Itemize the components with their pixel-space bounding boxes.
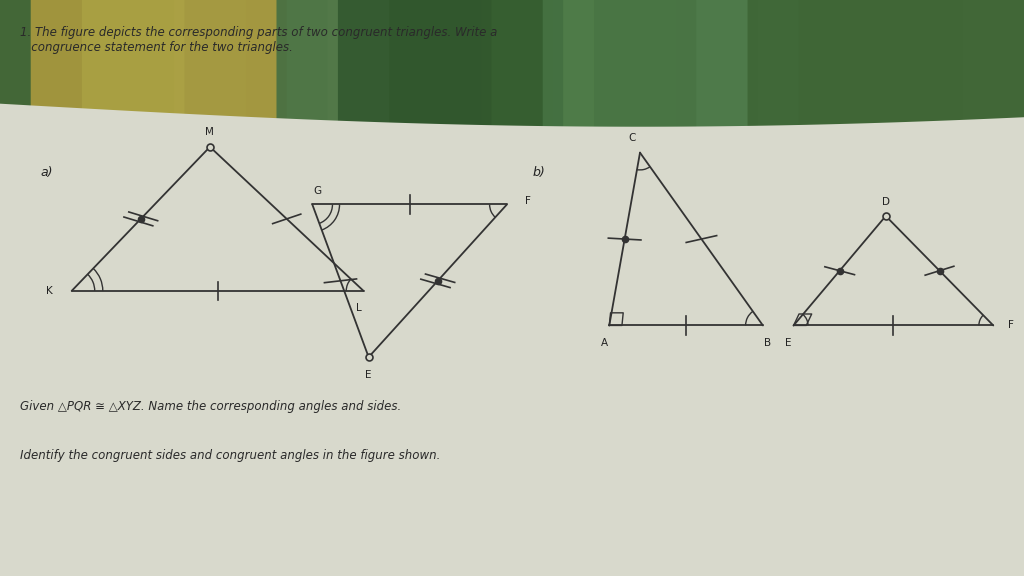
- FancyBboxPatch shape: [82, 0, 246, 127]
- Text: C: C: [628, 133, 636, 143]
- Text: D: D: [882, 196, 890, 207]
- Text: L: L: [355, 304, 361, 313]
- FancyBboxPatch shape: [389, 0, 553, 161]
- Text: M: M: [206, 127, 214, 137]
- FancyBboxPatch shape: [184, 0, 328, 173]
- Text: Given △PQR ≅ △XYZ. Name the corresponding angles and sides.: Given △PQR ≅ △XYZ. Name the correspondin…: [20, 400, 401, 414]
- FancyBboxPatch shape: [287, 0, 481, 138]
- FancyBboxPatch shape: [748, 0, 1024, 230]
- Text: F: F: [1008, 320, 1014, 331]
- Text: 1. The figure depicts the corresponding parts of two congruent triangles. Write : 1. The figure depicts the corresponding …: [20, 26, 498, 54]
- FancyBboxPatch shape: [492, 0, 676, 150]
- Text: F: F: [525, 196, 531, 206]
- FancyBboxPatch shape: [338, 0, 563, 213]
- FancyBboxPatch shape: [799, 0, 963, 150]
- FancyBboxPatch shape: [31, 0, 276, 242]
- Text: A: A: [601, 338, 607, 348]
- Text: G: G: [313, 186, 322, 196]
- Text: E: E: [785, 338, 792, 348]
- FancyBboxPatch shape: [0, 0, 174, 156]
- Text: E: E: [366, 370, 372, 380]
- Text: B: B: [765, 338, 771, 348]
- Text: a): a): [41, 166, 53, 179]
- FancyBboxPatch shape: [543, 0, 840, 242]
- Polygon shape: [0, 104, 1024, 576]
- FancyBboxPatch shape: [696, 0, 901, 173]
- Text: Identify the congruent sides and congruent angles in the figure shown.: Identify the congruent sides and congrue…: [20, 449, 441, 463]
- Text: b): b): [532, 166, 545, 179]
- Text: K: K: [46, 286, 53, 296]
- FancyBboxPatch shape: [901, 0, 1024, 161]
- FancyBboxPatch shape: [594, 0, 758, 138]
